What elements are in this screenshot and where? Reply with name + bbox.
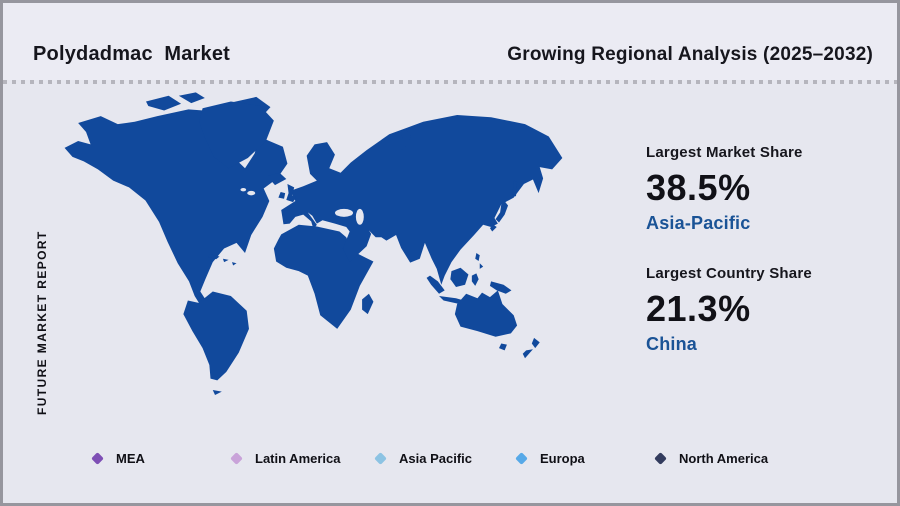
legend-item-europa: Europa	[515, 450, 585, 466]
stat-region: Asia-Pacific	[646, 213, 751, 233]
legend-dot-icon	[374, 451, 387, 465]
header-divider	[3, 80, 897, 84]
legend-label: North America	[679, 450, 769, 466]
legend-dot-icon	[230, 451, 243, 465]
legend-item-latin-america: Latin America	[230, 450, 341, 466]
page-title: Polydadmac Market	[33, 43, 231, 65]
legend-label: Europa	[540, 450, 585, 466]
legend-item-asia-pacific: Asia Pacific	[374, 450, 472, 466]
legend-dot-icon	[515, 451, 528, 465]
stat-largest-market-share: Largest Market Share 38.5% Asia-Pacific	[646, 144, 896, 234]
world-map	[64, 92, 563, 396]
world-map-water-cutouts	[240, 187, 364, 225]
legend-dot-icon	[654, 451, 667, 465]
legend-item-mea: MEA	[91, 450, 145, 466]
stat-label: Largest Market Share	[646, 144, 803, 161]
legend-label: MEA	[116, 450, 145, 466]
header	[3, 3, 897, 80]
legend-label: Asia Pacific	[399, 450, 472, 466]
world-map-landmass	[64, 92, 563, 396]
stat-value: 21.3%	[646, 288, 751, 329]
stat-region: China	[646, 334, 698, 354]
brand-vertical-text: FUTURE MARKET REPORT	[35, 230, 49, 415]
stat-label: Largest Country Share	[646, 265, 812, 282]
legend-dot-icon	[91, 451, 104, 465]
legend-item-north-america: North America	[654, 450, 769, 466]
legend-label: Latin America	[255, 450, 341, 466]
header-subtitle: Growing Regional Analysis (2025–2032)	[507, 44, 873, 65]
stat-value: 38.5%	[646, 167, 751, 208]
stat-largest-country-share: Largest Country Share 21.3% China	[646, 265, 896, 355]
